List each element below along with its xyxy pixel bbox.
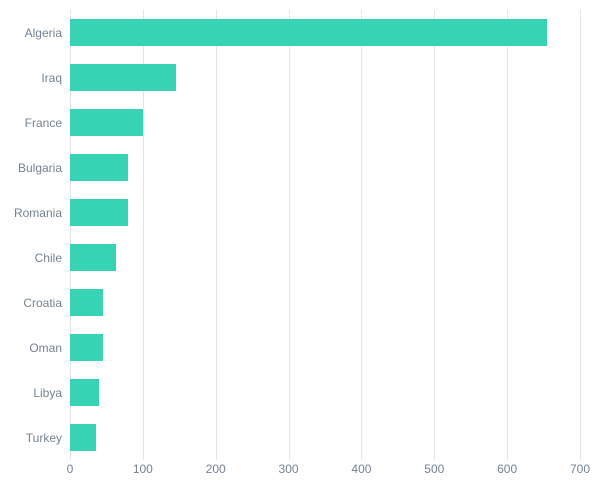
- y-axis-label: France: [10, 116, 70, 130]
- y-axis-label: Croatia: [10, 296, 70, 310]
- bar: [70, 334, 103, 361]
- bar: [70, 109, 143, 136]
- chart-row: Croatia: [70, 289, 580, 316]
- bar: [70, 424, 96, 451]
- chart-row: Chile: [70, 244, 580, 271]
- x-axis-tick: 500: [424, 462, 444, 476]
- x-axis-tick: 0: [67, 462, 74, 476]
- chart-row: Romania: [70, 199, 580, 226]
- y-axis-label: Iraq: [10, 71, 70, 85]
- x-axis-tick: 700: [570, 462, 590, 476]
- plot-area: Algeria Iraq France Bulgaria Romania Chile Cro…: [70, 10, 580, 460]
- chart-row: Libya: [70, 379, 580, 406]
- bar: [70, 154, 128, 181]
- chart-row: Algeria: [70, 19, 580, 46]
- y-axis-label: Chile: [10, 251, 70, 265]
- x-axis-tick: 200: [206, 462, 226, 476]
- x-axis-tick: 400: [351, 462, 371, 476]
- y-axis-label: Bulgaria: [10, 161, 70, 175]
- x-axis-tick: 600: [497, 462, 517, 476]
- bar: [70, 244, 116, 271]
- x-axis-tick: 100: [133, 462, 153, 476]
- bar: [70, 379, 99, 406]
- grid-line: [580, 10, 581, 460]
- y-axis-label: Libya: [10, 386, 70, 400]
- y-axis-label: Oman: [10, 341, 70, 355]
- x-axis: 0100200300400500600700: [70, 462, 580, 482]
- y-axis-label: Turkey: [10, 431, 70, 445]
- chart-row: France: [70, 109, 580, 136]
- bar: [70, 19, 547, 46]
- chart-row: Oman: [70, 334, 580, 361]
- chart-row: Bulgaria: [70, 154, 580, 181]
- bar: [70, 64, 176, 91]
- chart-row: Iraq: [70, 64, 580, 91]
- bar: [70, 199, 128, 226]
- y-axis-label: Algeria: [10, 26, 70, 40]
- chart-row: Turkey: [70, 424, 580, 451]
- bar: [70, 289, 103, 316]
- y-axis-label: Romania: [10, 206, 70, 220]
- bar-chart: Algeria Iraq France Bulgaria Romania Chile Cro…: [0, 0, 600, 500]
- x-axis-tick: 300: [279, 462, 299, 476]
